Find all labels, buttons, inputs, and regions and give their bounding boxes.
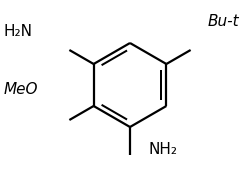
- Text: NH₂: NH₂: [148, 142, 177, 158]
- Text: H₂N: H₂N: [3, 25, 32, 40]
- Text: MeO: MeO: [3, 82, 38, 98]
- Text: Bu-t: Bu-t: [208, 15, 240, 30]
